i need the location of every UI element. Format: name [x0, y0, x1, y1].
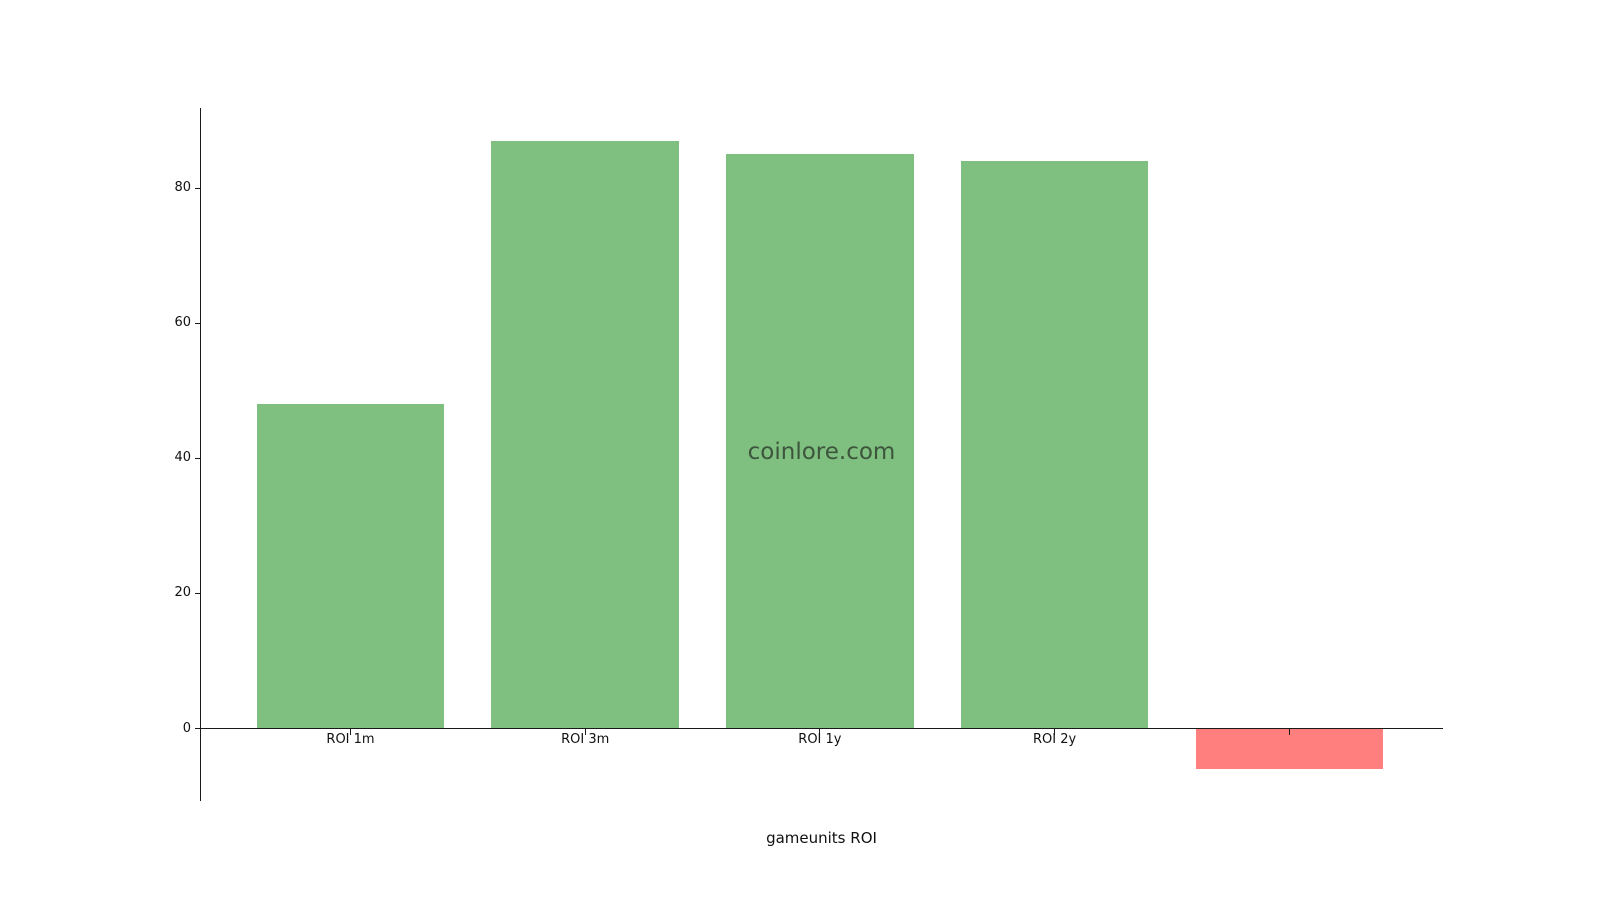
x-axis-line — [200, 728, 1443, 729]
x-tick-mark-2 — [819, 728, 821, 735]
bar-unlabeled-4 — [1195, 728, 1384, 770]
x-tick-label-roi-1m: ROI 1m — [326, 731, 375, 747]
y-tick-label-0: 0 — [182, 720, 191, 736]
y-tick-label-60: 60 — [174, 315, 191, 331]
x-tick-label-roi-2y: ROI 2y — [1032, 731, 1077, 747]
x-tick-mark-3 — [1054, 728, 1056, 735]
watermark-text: coinlore.com — [747, 439, 896, 465]
y-tick-label-20: 20 — [174, 585, 191, 601]
y-tick-mark-20 — [195, 592, 200, 594]
x-axis-title: gameunits ROI — [766, 829, 877, 847]
bar-roi-1y — [726, 154, 914, 729]
y-tick-mark-80 — [195, 187, 200, 189]
x-tick-mark-0 — [350, 728, 351, 735]
y-tick-mark-40 — [195, 457, 200, 459]
y-tick-label-80: 80 — [174, 180, 191, 196]
x-tick-label-roi-3m: ROI 3m — [561, 731, 610, 747]
y-tick-label-40: 40 — [174, 450, 191, 466]
bar-roi-3m — [491, 140, 679, 729]
y-tick-mark-60 — [195, 322, 200, 324]
x-tick-mark-4 — [1288, 728, 1290, 735]
bar-roi-2y — [960, 161, 1149, 729]
y-axis-line — [200, 108, 201, 801]
x-tick-label-roi-1y: ROI 1y — [798, 731, 842, 747]
y-tick-mark-0 — [195, 728, 200, 729]
bar-roi-1m — [256, 404, 445, 729]
x-tick-mark-1 — [584, 728, 586, 735]
